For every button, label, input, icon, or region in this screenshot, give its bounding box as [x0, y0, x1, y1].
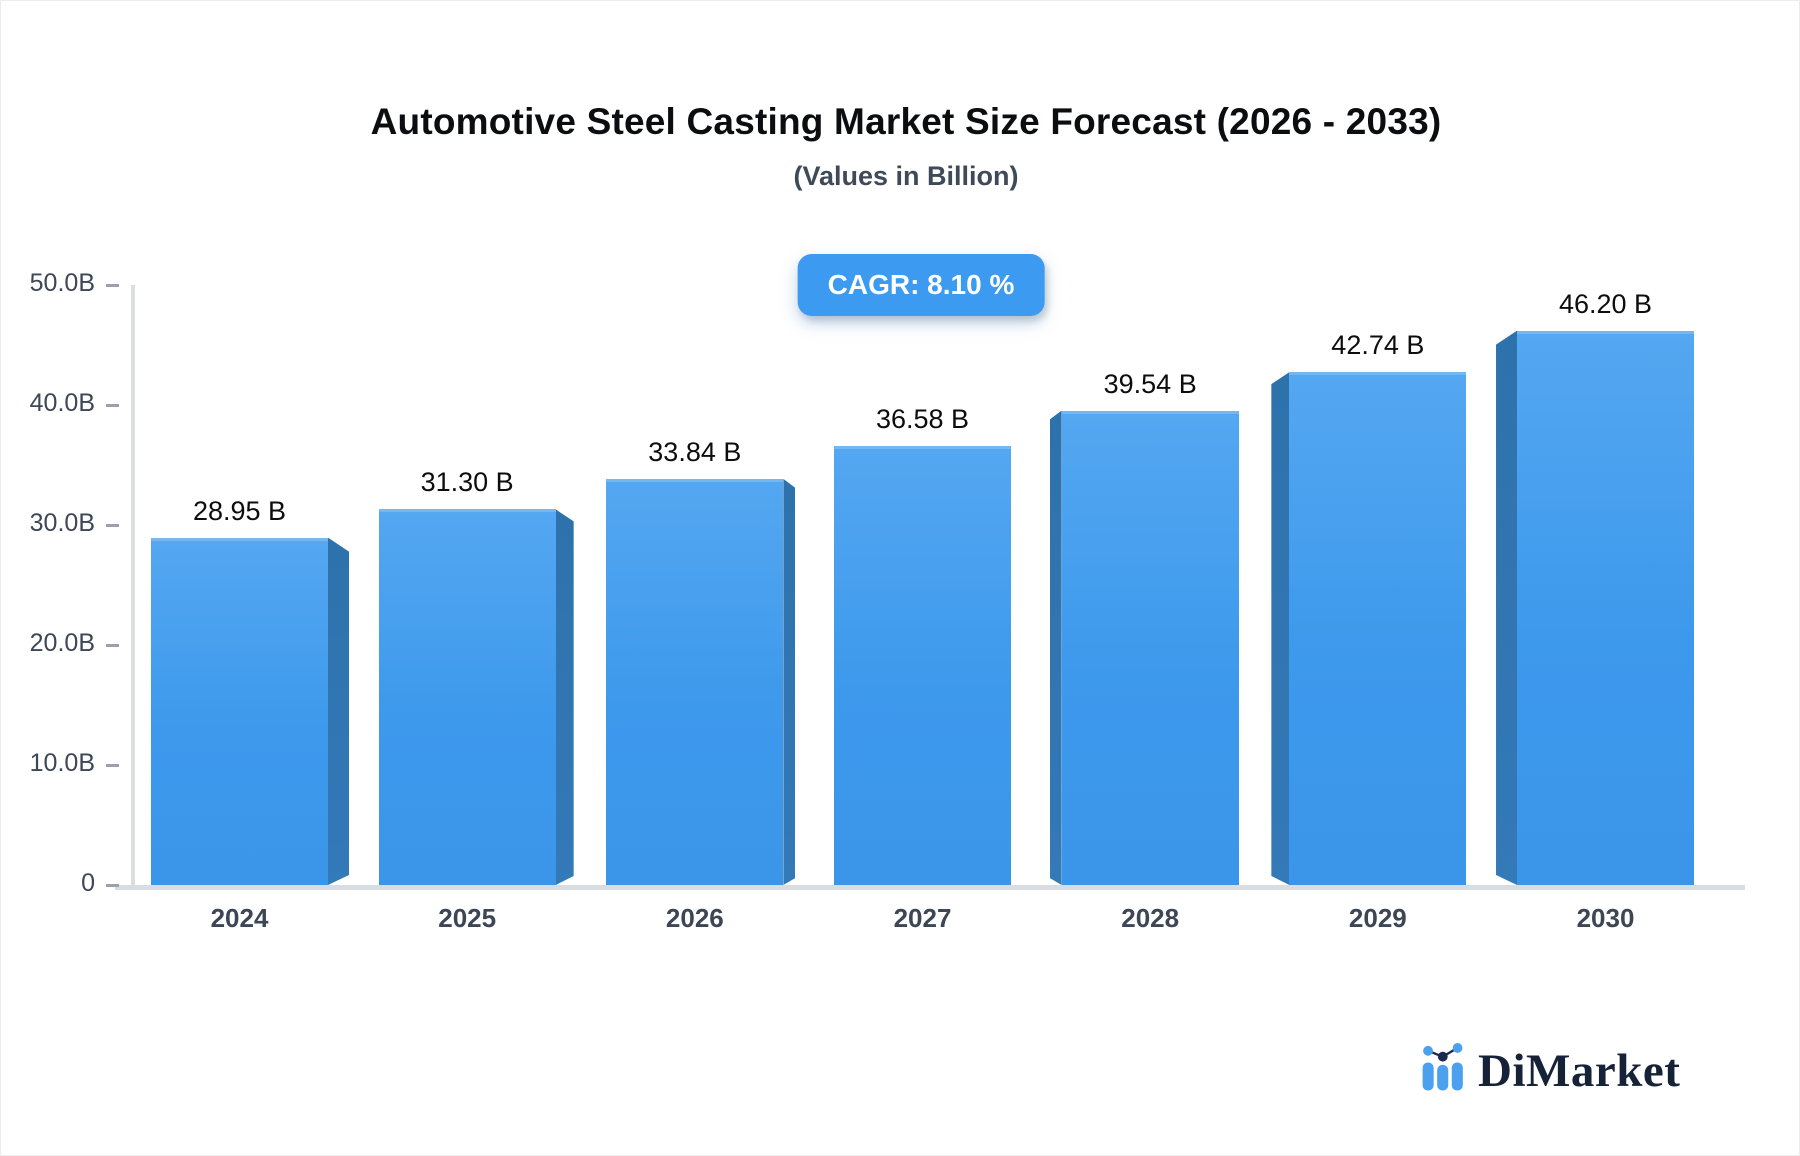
bar-3d-side [783, 478, 796, 885]
y-tick-label: 0 [81, 869, 95, 897]
y-tick-mark [106, 644, 119, 647]
y-tick-mark [106, 524, 119, 527]
bar-value-label: 42.74 B [1331, 330, 1425, 361]
x-axis-baseline [115, 885, 1745, 890]
bar-value-label: 39.54 B [1103, 368, 1197, 399]
bar [1289, 372, 1467, 885]
bar [151, 537, 328, 885]
bar-value-label: 28.95 B [192, 495, 287, 526]
bar [1061, 410, 1239, 885]
bar-3d-side [1049, 410, 1062, 885]
x-axis-label: 2024 [210, 903, 269, 933]
bar-value-label: 33.84 B [648, 436, 742, 467]
bar-value-label: 36.58 B [875, 404, 970, 435]
y-tick-label: 40.0B [29, 389, 95, 417]
brand-logo: DiMarket [1422, 1037, 1680, 1095]
x-axis-label: 2027 [893, 903, 952, 933]
bar-3d-side [1496, 330, 1518, 885]
chart-title: Automotive Steel Casting Market Size For… [370, 101, 1442, 142]
y-tick-label: 50.0B [29, 269, 95, 297]
brand-logo-text: DiMarket [1478, 1045, 1681, 1097]
y-axis-line [131, 285, 135, 885]
x-axis-label: 2025 [438, 903, 497, 933]
chart-subtitle: (Values in Billion) [793, 161, 1019, 191]
x-axis-label: 2029 [1348, 903, 1407, 933]
y-tick-label: 10.0B [29, 749, 95, 777]
y-tick-mark [106, 764, 119, 767]
y-tick-mark [106, 284, 119, 287]
y-tick-mark [106, 404, 119, 407]
bar-value-label: 31.30 B [420, 467, 514, 498]
bar-3d-side [328, 537, 349, 885]
bar [834, 446, 1011, 885]
bar [378, 509, 556, 885]
cagr-badge: CAGR: 8.10 % [797, 254, 1045, 316]
bar-3d-side [1271, 372, 1290, 885]
y-tick-label: 20.0B [29, 629, 95, 657]
bar [1517, 330, 1695, 885]
y-tick-mark [106, 884, 119, 887]
brand-logo-icon [1422, 1043, 1463, 1091]
bar-value-label: 46.20 B [1558, 288, 1653, 319]
x-axis-label: 2026 [665, 903, 724, 933]
x-axis-label: 2028 [1121, 903, 1180, 933]
y-tick-label: 30.0B [29, 509, 95, 537]
x-axis-label: 2030 [1576, 903, 1635, 933]
bar-3d-side [555, 509, 574, 885]
bar [606, 478, 784, 885]
